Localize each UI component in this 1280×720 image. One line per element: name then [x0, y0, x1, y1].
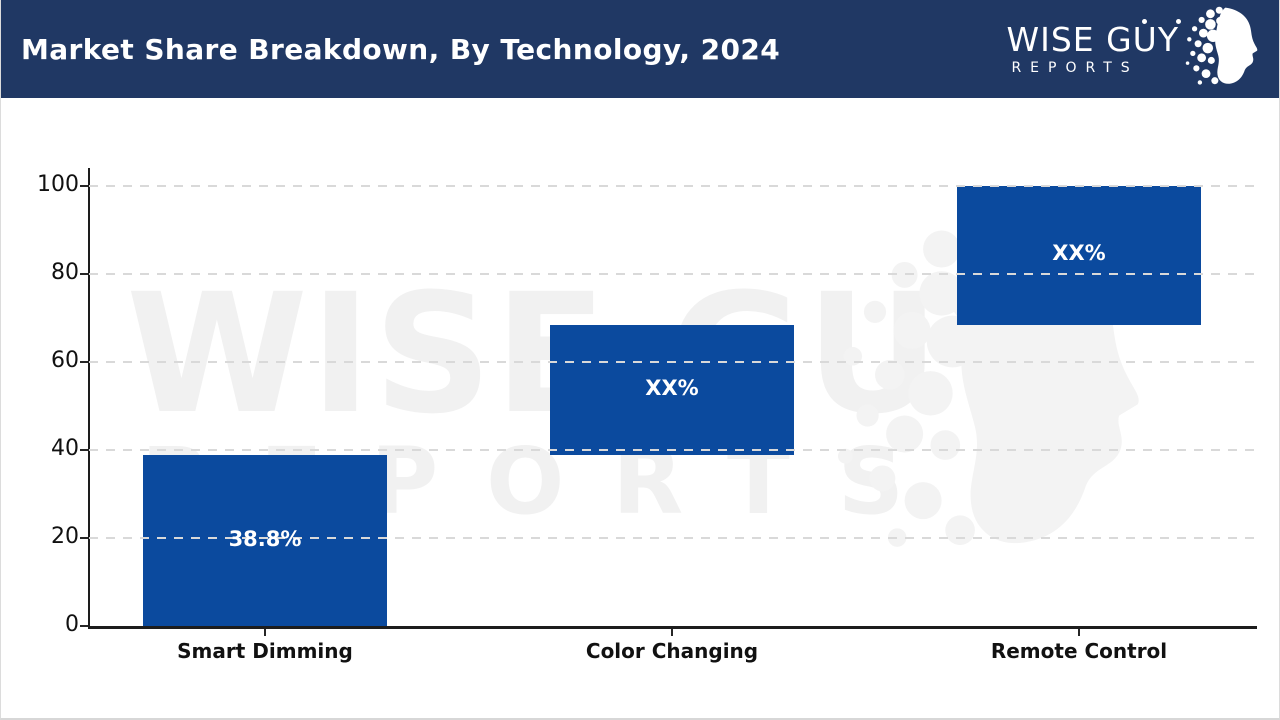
logo-line1-text: WISE GUY — [1006, 19, 1179, 59]
gridline — [89, 361, 1257, 363]
y-tick-mark — [80, 361, 88, 363]
bar-remote-control — [957, 186, 1201, 325]
x-axis-category-label: Color Changing — [585, 639, 759, 663]
logo-wordmark: WISE GUY — [1006, 18, 1182, 59]
wiseguy-logo: WISE GUY REPORTS — [1006, 5, 1267, 93]
y-tick-mark — [80, 185, 88, 187]
logo-dot-icon — [1176, 18, 1182, 24]
x-axis-category-label: Remote Control — [990, 639, 1168, 663]
x-tick-mark — [671, 629, 673, 636]
gridline — [89, 449, 1257, 451]
bar-color-changing — [550, 324, 794, 456]
chart-title: Market Share Breakdown, By Technology, 2… — [21, 32, 781, 66]
y-axis-tick-label: 80 — [51, 260, 79, 285]
y-tick-mark — [80, 625, 88, 627]
gridline — [89, 537, 1257, 539]
y-tick-mark — [80, 449, 88, 451]
logo-dot-icon — [1142, 18, 1148, 24]
bar-value-label: 38.8% — [228, 526, 302, 551]
x-axis-category-label: Smart Dimming — [177, 639, 353, 663]
y-tick-mark — [80, 537, 88, 539]
y-tick-mark — [80, 273, 88, 275]
y-axis-tick-label: 40 — [51, 436, 79, 461]
dotted-face-icon — [1175, 5, 1267, 93]
y-axis-tick-label: 60 — [51, 348, 79, 373]
bar-value-label: XX% — [645, 375, 699, 400]
x-tick-mark — [264, 629, 266, 636]
bar-value-label: XX% — [1052, 241, 1106, 266]
gridline — [89, 273, 1257, 275]
x-tick-mark — [1078, 629, 1080, 636]
bar-smart-dimming — [143, 455, 387, 626]
logo-text: WISE GUY REPORTS — [1006, 18, 1182, 76]
y-axis-tick-label: 0 — [65, 612, 79, 637]
x-axis-line — [88, 626, 1257, 629]
header-bar: Market Share Breakdown, By Technology, 2… — [1, 0, 1279, 98]
y-axis-tick-label: 100 — [37, 172, 79, 197]
y-axis-line — [88, 168, 90, 629]
y-axis-tick-label: 20 — [51, 524, 79, 549]
logo-subtext: REPORTS — [1011, 59, 1139, 76]
gridline — [89, 185, 1257, 187]
